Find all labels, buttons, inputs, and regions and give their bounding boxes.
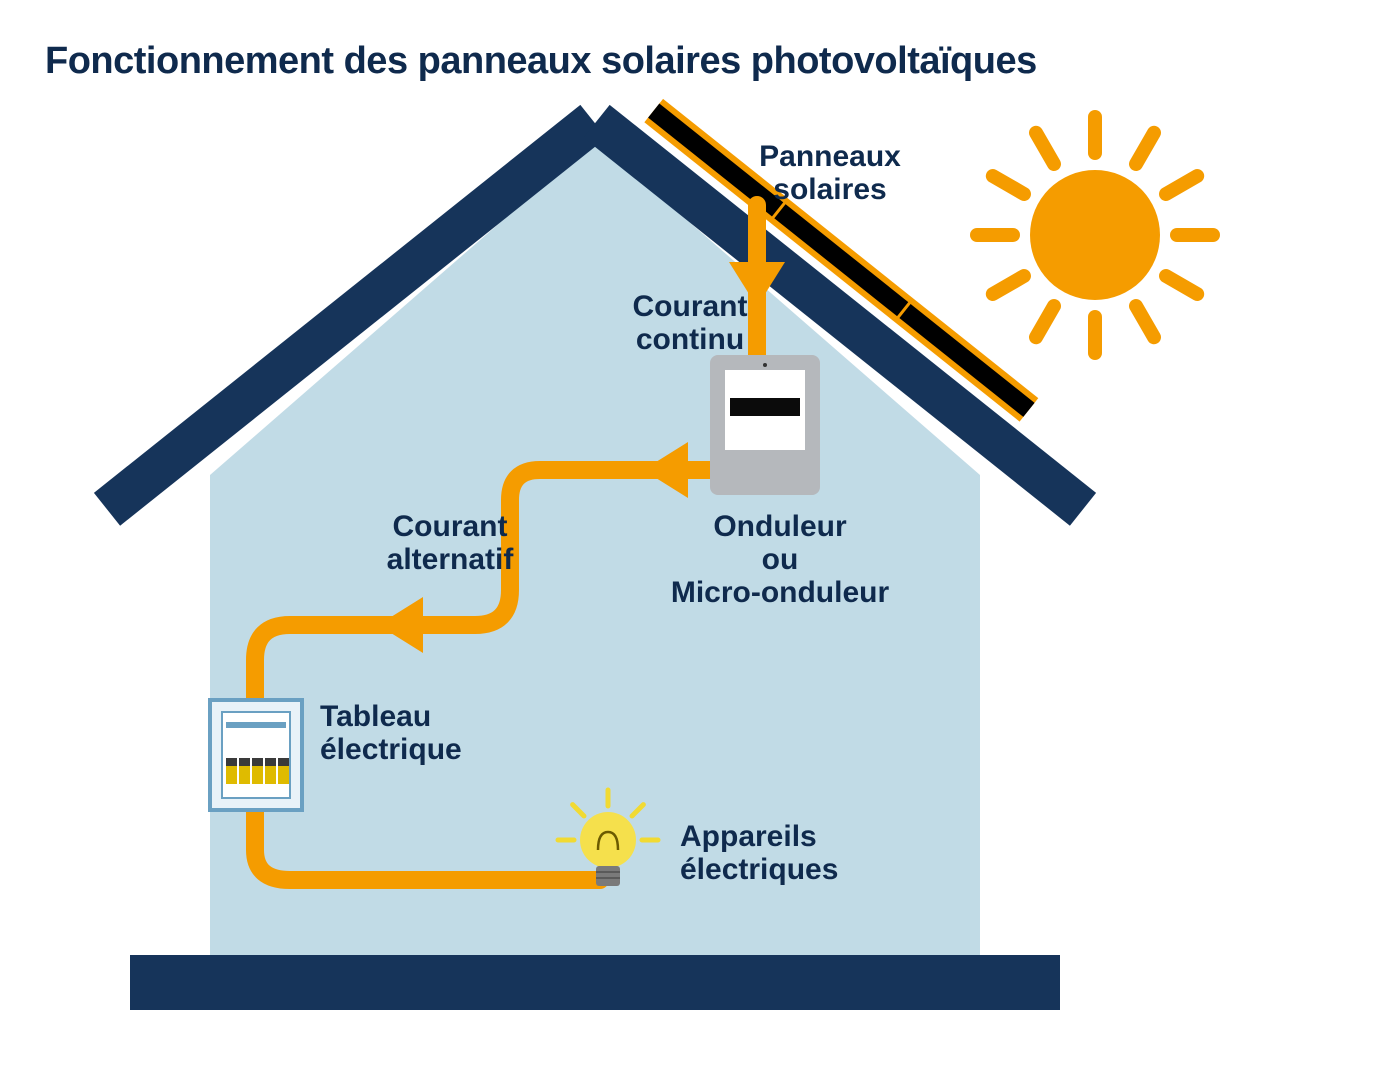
label-breaker-box: Tableauélectrique [320, 700, 560, 766]
label-ac-current: Courantalternatif [330, 510, 570, 576]
label-panels: Panneauxsolaires [720, 140, 940, 206]
label-inverter: OnduleurouMicro-onduleur [630, 510, 930, 609]
label-appliances: Appareilsélectriques [680, 820, 940, 886]
label-dc-current: Courantcontinu [580, 290, 800, 356]
diagram-stage: Fonctionnement des panneaux solaires pho… [0, 0, 1383, 1080]
